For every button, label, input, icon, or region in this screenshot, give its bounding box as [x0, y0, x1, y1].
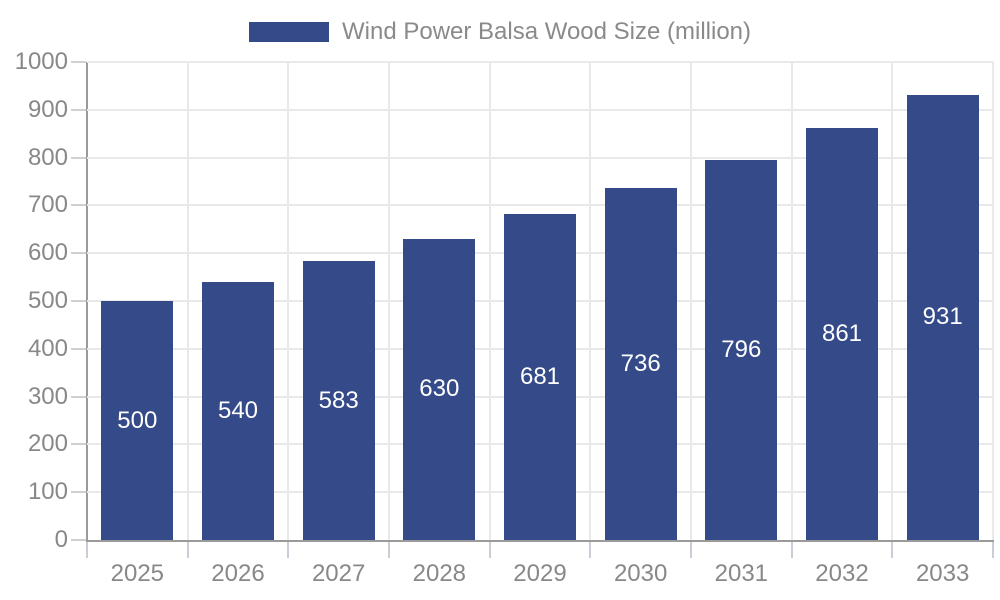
y-axis-tick: [71, 61, 86, 63]
plot-area: 500 540 583 630 681 736 796 861 931: [87, 61, 994, 540]
y-axis-tick: [71, 300, 86, 302]
x-axis-line: [86, 540, 994, 542]
x-axis-tick: [186, 542, 189, 558]
v-gridline: [891, 62, 894, 540]
bar[interactable]: 500: [101, 301, 174, 540]
x-axis-tick: [589, 542, 592, 558]
x-axis-tick: [891, 542, 894, 558]
bar[interactable]: 796: [705, 159, 778, 540]
bar-value-label: 931: [922, 303, 963, 331]
bar-value-label: 681: [519, 363, 561, 391]
y-axis-tick: [71, 347, 86, 350]
x-axis-tick-label: 2033: [915, 560, 970, 587]
y-axis-tick-label: 0: [54, 526, 68, 553]
bar-value-label: 630: [419, 375, 460, 403]
x-axis-tick-label: 2025: [110, 560, 165, 587]
y-axis-tick: [71, 491, 86, 494]
x-axis-tick-label: 2027: [311, 560, 366, 587]
bar-value-label: 540: [217, 396, 259, 424]
legend-label: Wind Power Balsa Wood Size (million): [341, 18, 752, 45]
v-gridline: [388, 62, 390, 540]
y-axis-tick-label: 700: [27, 191, 68, 219]
x-axis-tick-label: 2026: [211, 560, 265, 587]
y-axis-tick-label: 1000: [14, 48, 68, 75]
bar[interactable]: 630: [403, 238, 476, 540]
bar[interactable]: 583: [302, 261, 375, 540]
y-axis-tick: [71, 539, 86, 541]
y-axis-tick: [71, 252, 86, 255]
y-axis-tick: [71, 395, 86, 398]
y-axis-tick: [71, 156, 86, 159]
bar-value-label: 500: [117, 406, 158, 434]
bar[interactable]: 736: [604, 188, 677, 540]
bar-value-label: 583: [318, 386, 359, 414]
y-axis-tick: [71, 108, 86, 111]
y-axis-tick: [71, 443, 86, 446]
bar[interactable]: 861: [806, 128, 878, 540]
h-gridline: [87, 204, 993, 207]
v-gridline: [186, 62, 189, 540]
y-axis-tick: [71, 204, 86, 207]
x-axis-tick: [388, 542, 390, 558]
y-axis-tick-label: 300: [27, 382, 68, 410]
h-gridline: [87, 108, 993, 111]
v-gridline: [992, 62, 994, 540]
x-axis-tick: [287, 542, 290, 558]
y-axis-tick-label: 500: [27, 287, 68, 314]
x-axis-tick-label: 2032: [815, 560, 869, 587]
x-axis-tick-label: 2028: [412, 560, 467, 587]
bar-value-label: 736: [620, 350, 661, 378]
x-axis-tick: [488, 542, 491, 558]
v-gridline: [589, 62, 592, 540]
y-axis-tick-label: 600: [27, 239, 68, 267]
bar-value-label: 796: [721, 335, 762, 363]
v-gridline: [790, 62, 793, 540]
y-axis-tick-label: 200: [27, 430, 68, 458]
y-axis-tick-label: 100: [27, 478, 68, 506]
y-axis-line: [86, 62, 88, 542]
v-gridline: [488, 62, 491, 540]
v-gridline: [690, 62, 692, 540]
y-axis-tick-label: 900: [27, 95, 68, 123]
x-axis-tick: [790, 542, 793, 558]
y-axis-tick-label: 800: [27, 143, 68, 171]
h-gridline: [87, 61, 993, 63]
h-gridline: [87, 156, 993, 159]
x-axis-tick: [690, 542, 692, 558]
legend-swatch: [248, 22, 329, 42]
x-axis-tick-label: 2030: [613, 560, 668, 587]
v-gridline: [287, 62, 290, 540]
x-axis-tick-label: 2031: [714, 560, 769, 587]
x-axis-tick: [992, 542, 994, 558]
bar[interactable]: 681: [504, 214, 576, 540]
x-axis-tick: [86, 542, 88, 558]
y-axis-tick-label: 400: [27, 334, 68, 362]
bar-value-label: 861: [821, 320, 863, 348]
bar[interactable]: 540: [202, 281, 274, 540]
bar[interactable]: 931: [906, 94, 979, 540]
legend-item[interactable]: Wind Power Balsa Wood Size (million): [0, 18, 1000, 46]
x-axis-tick-label: 2029: [513, 560, 567, 587]
